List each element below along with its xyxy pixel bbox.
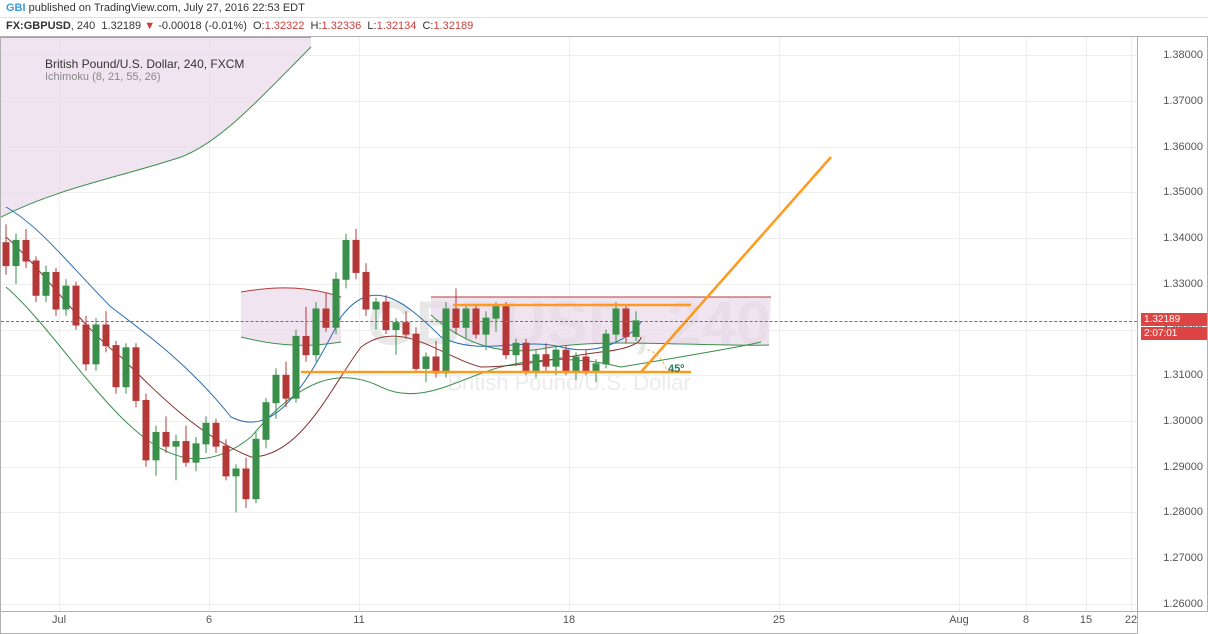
y-tick: 1.27000 bbox=[1163, 552, 1203, 564]
y-tick: 1.37000 bbox=[1163, 95, 1203, 107]
y-tick: 1.35000 bbox=[1163, 186, 1203, 198]
x-tick: 15 bbox=[1080, 614, 1092, 626]
y-tick: 1.30000 bbox=[1163, 415, 1203, 427]
symbol-prefix: FX: bbox=[6, 20, 24, 32]
legend-title: British Pound/U.S. Dollar, 240, FXCM bbox=[45, 57, 244, 71]
x-axis: Jul 6 11 18 25 Aug 8 15 22 bbox=[0, 612, 1138, 634]
current-price-line bbox=[1, 321, 1137, 322]
o-label: O: bbox=[253, 20, 265, 32]
chart-svg bbox=[1, 37, 1139, 613]
h-value: 1.32336 bbox=[322, 20, 362, 32]
x-tick: 11 bbox=[353, 614, 364, 626]
y-tick: 1.26000 bbox=[1163, 598, 1203, 610]
publish-header: GBI published on TradingView.com, July 2… bbox=[0, 0, 1208, 18]
x-tick: 25 bbox=[773, 614, 785, 626]
x-tick: 22 bbox=[1125, 614, 1137, 626]
change-pct: (-0.01%) bbox=[205, 20, 247, 32]
chart-area[interactable]: GBPUSD, 240 British Pound/U.S. Dollar Br… bbox=[0, 36, 1138, 612]
x-tick: 18 bbox=[563, 614, 575, 626]
y-tick: 1.36000 bbox=[1163, 141, 1203, 153]
x-tick: 6 bbox=[206, 614, 212, 626]
h-label: H: bbox=[311, 20, 322, 32]
down-arrow-icon: ▼ bbox=[144, 20, 155, 32]
publish-text: published on TradingView.com, July 27, 2… bbox=[29, 2, 305, 14]
last-price: 1.32189 bbox=[101, 20, 141, 32]
l-value: 1.32134 bbox=[377, 20, 417, 32]
y-tick: 1.28000 bbox=[1163, 506, 1203, 518]
symbol: GBPUSD bbox=[24, 20, 71, 32]
y-tick: 1.31000 bbox=[1163, 369, 1203, 381]
current-price-label: 1.32189 bbox=[1141, 313, 1207, 326]
y-tick: 1.34000 bbox=[1163, 232, 1203, 244]
legend: British Pound/U.S. Dollar, 240, FXCM Ich… bbox=[45, 57, 244, 83]
y-tick: 1.29000 bbox=[1163, 461, 1203, 473]
c-value: 1.32189 bbox=[433, 20, 473, 32]
author-name: GBI bbox=[6, 2, 26, 14]
x-tick: 8 bbox=[1023, 614, 1029, 626]
c-label: C: bbox=[422, 20, 433, 32]
change: -0.00018 bbox=[158, 20, 201, 32]
o-value: 1.32322 bbox=[265, 20, 305, 32]
symbol-info-bar: FX:GBPUSD, 240 1.32189 ▼ -0.00018 (-0.01… bbox=[0, 18, 1208, 36]
y-tick: 1.38000 bbox=[1163, 49, 1203, 61]
x-tick: Aug bbox=[949, 614, 969, 626]
angle-label: 45º bbox=[668, 363, 684, 375]
x-tick: Jul bbox=[52, 614, 66, 626]
y-tick: 1.33000 bbox=[1163, 278, 1203, 290]
y-axis: 1.26000 1.27000 1.28000 1.29000 1.30000 1.310… bbox=[1138, 36, 1208, 612]
bar-timer-label: 2:07:01 bbox=[1141, 327, 1207, 340]
legend-indicator: Ichimoku (8, 21, 55, 26) bbox=[45, 71, 244, 83]
l-label: L: bbox=[367, 20, 376, 32]
interval: 240 bbox=[77, 20, 95, 32]
